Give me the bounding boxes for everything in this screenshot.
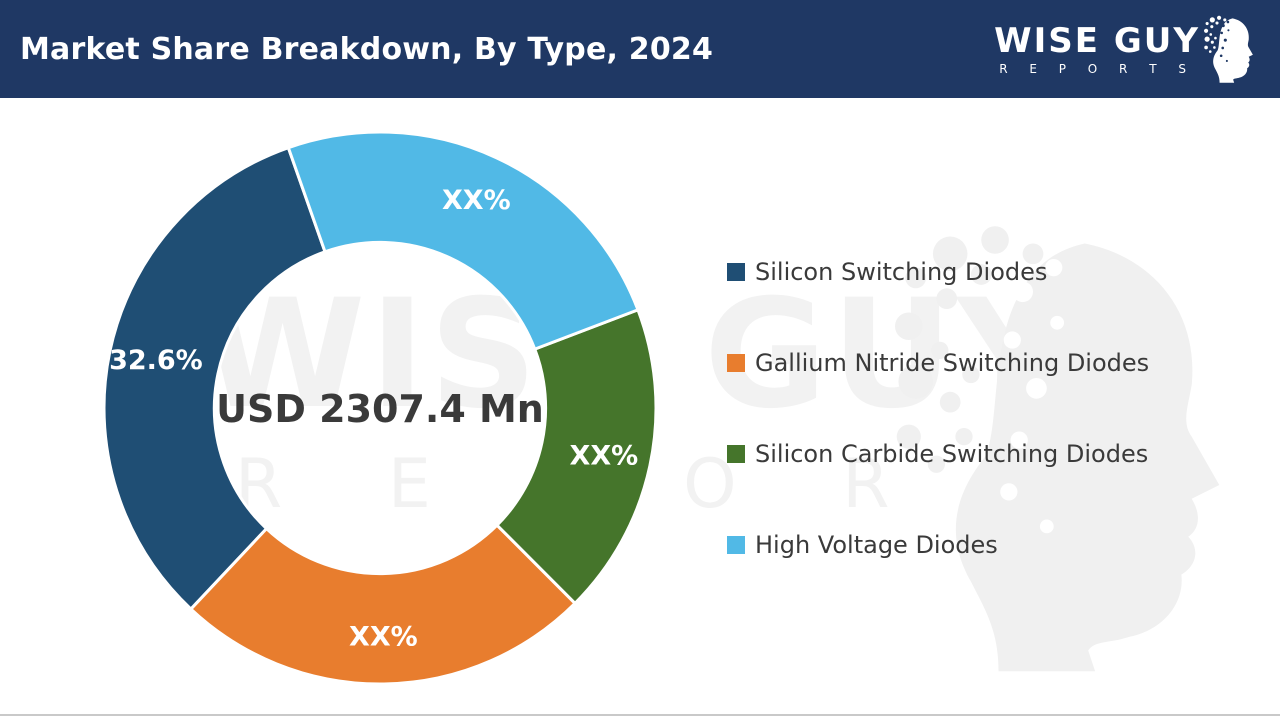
- pie-segment-3: [286, 130, 640, 351]
- legend-item-2: Silicon Carbide Switching Diodes: [727, 440, 1149, 468]
- pie-segment-label-0: 32.6%: [109, 345, 203, 376]
- pie-segment-label-3: XX%: [442, 185, 511, 216]
- wiseguy-logo: WISE GUY R E P O R T S: [994, 15, 1256, 83]
- pie-segment-1: [189, 523, 577, 686]
- legend-label-3: High Voltage Diodes: [755, 531, 998, 559]
- legend-item-1: Gallium Nitride Switching Diodes: [727, 349, 1149, 377]
- legend-label-1: Gallium Nitride Switching Diodes: [755, 349, 1150, 377]
- legend-swatch-1: [727, 354, 745, 372]
- bottom-rule: [0, 714, 1280, 716]
- legend-label-0: Silicon Switching Diodes: [755, 258, 1048, 286]
- pie-segment-label-2: XX%: [570, 441, 639, 472]
- donut-chart: 32.6% XX% XX% XX%: [100, 126, 660, 692]
- legend-item-3: High Voltage Diodes: [727, 531, 1149, 559]
- legend-item-0: Silicon Switching Diodes: [727, 258, 1149, 286]
- chart-legend: Silicon Switching Diodes Gallium Nitride …: [727, 258, 1149, 559]
- logo-primary-text: WISE GUY: [994, 20, 1200, 61]
- chart-center-value: USD 2307.4 Mn: [216, 387, 544, 431]
- legend-swatch-3: [727, 536, 745, 554]
- legend-label-2: Silicon Carbide Switching Diodes: [755, 440, 1149, 468]
- logo-secondary-text: R E P O R T S: [999, 61, 1195, 76]
- wiseguy-logo-text: WISE GUY R E P O R T S: [994, 24, 1200, 75]
- pie-segment-0: [102, 146, 327, 611]
- page-title: Market Share Breakdown, By Type, 2024: [20, 31, 714, 67]
- legend-swatch-0: [727, 263, 745, 281]
- legend-swatch-2: [727, 445, 745, 463]
- pie-segment-label-1: XX%: [349, 622, 418, 653]
- header: Market Share Breakdown, By Type, 2024 WI…: [0, 0, 1280, 98]
- donut-chart-svg: 32.6% XX% XX% XX%: [102, 130, 658, 686]
- pie-segment-2: [495, 308, 658, 605]
- wiseguy-face-icon: [1204, 15, 1256, 83]
